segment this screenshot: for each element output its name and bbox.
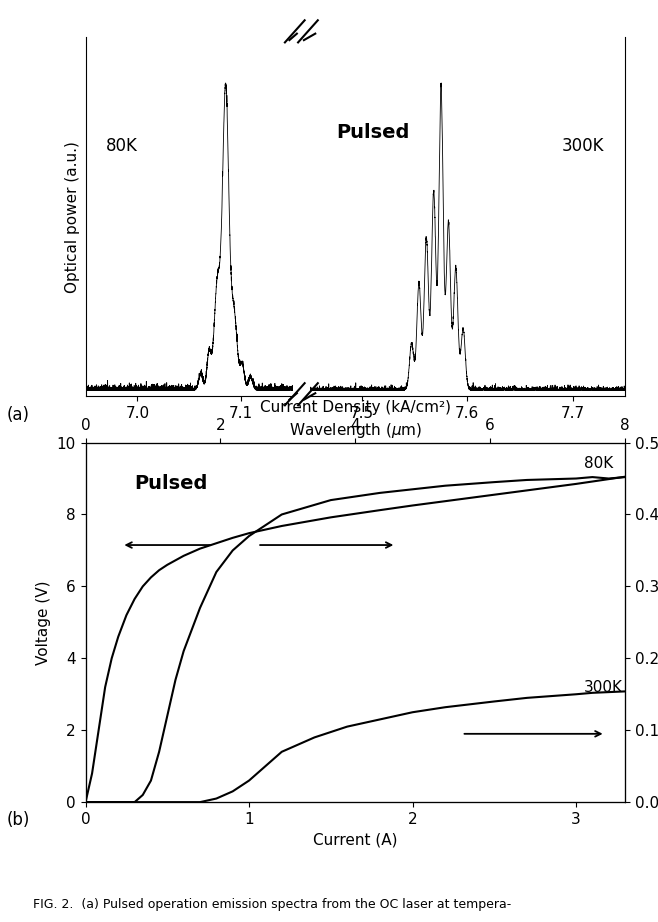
Text: (b): (b): [7, 811, 30, 829]
Text: Pulsed: Pulsed: [336, 124, 409, 142]
Text: FIG. 2.  (a) Pulsed operation emission spectra from the OC laser at tempera-: FIG. 2. (a) Pulsed operation emission sp…: [33, 898, 511, 911]
Text: (a): (a): [7, 406, 30, 423]
Y-axis label: Optical power (a.u.): Optical power (a.u.): [65, 141, 80, 292]
Text: Pulsed: Pulsed: [135, 474, 208, 493]
Y-axis label: Voltage (V): Voltage (V): [36, 580, 51, 665]
X-axis label: Current Density (kA/cm²): Current Density (kA/cm²): [260, 400, 451, 415]
Text: 80K: 80K: [107, 136, 138, 155]
Text: 80K: 80K: [584, 455, 613, 471]
Text: Wavelength ($\mu$m): Wavelength ($\mu$m): [289, 421, 422, 440]
Text: 300K: 300K: [562, 136, 605, 155]
X-axis label: Current (A): Current (A): [313, 833, 397, 847]
Text: 300K: 300K: [584, 680, 623, 695]
